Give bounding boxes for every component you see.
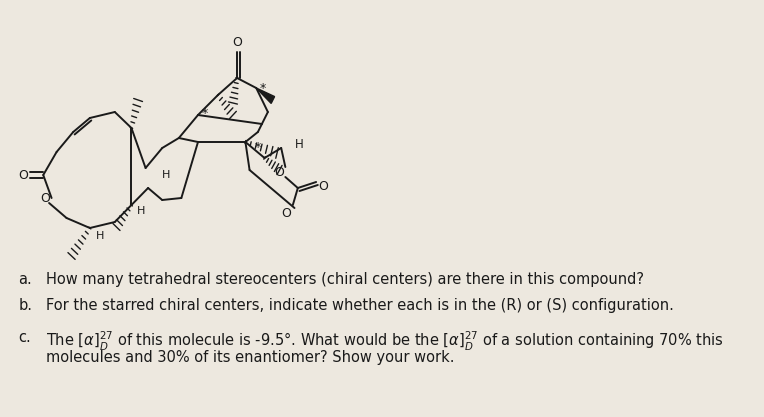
Text: *: * [202, 106, 208, 120]
Text: molecules and 30% of its enantiomer? Show your work.: molecules and 30% of its enantiomer? Sho… [46, 350, 455, 365]
Text: O: O [18, 168, 28, 181]
Text: O: O [319, 179, 329, 193]
Text: O: O [274, 166, 283, 178]
Text: a.: a. [18, 272, 32, 287]
Text: c.: c. [18, 330, 31, 345]
Text: How many tetrahedral stereocenters (chiral centers) are there in this compound?: How many tetrahedral stereocenters (chir… [46, 272, 644, 287]
Text: b.: b. [18, 298, 32, 313]
Text: H: H [162, 170, 170, 180]
Text: H: H [96, 231, 104, 241]
Text: O: O [281, 206, 291, 219]
Text: O: O [232, 35, 242, 48]
Text: O: O [40, 191, 50, 204]
Polygon shape [256, 88, 274, 103]
Text: H: H [138, 206, 146, 216]
Text: For the starred chiral centers, indicate whether each is in the (R) or (S) confi: For the starred chiral centers, indicate… [46, 298, 674, 313]
Text: The $[\alpha]_D^{27}$ of this molecule is -9.5°. What would be the $[\alpha]_D^{: The $[\alpha]_D^{27}$ of this molecule i… [46, 330, 724, 353]
Text: *: * [254, 141, 261, 155]
Text: H: H [295, 138, 304, 151]
Text: *: * [260, 81, 266, 95]
